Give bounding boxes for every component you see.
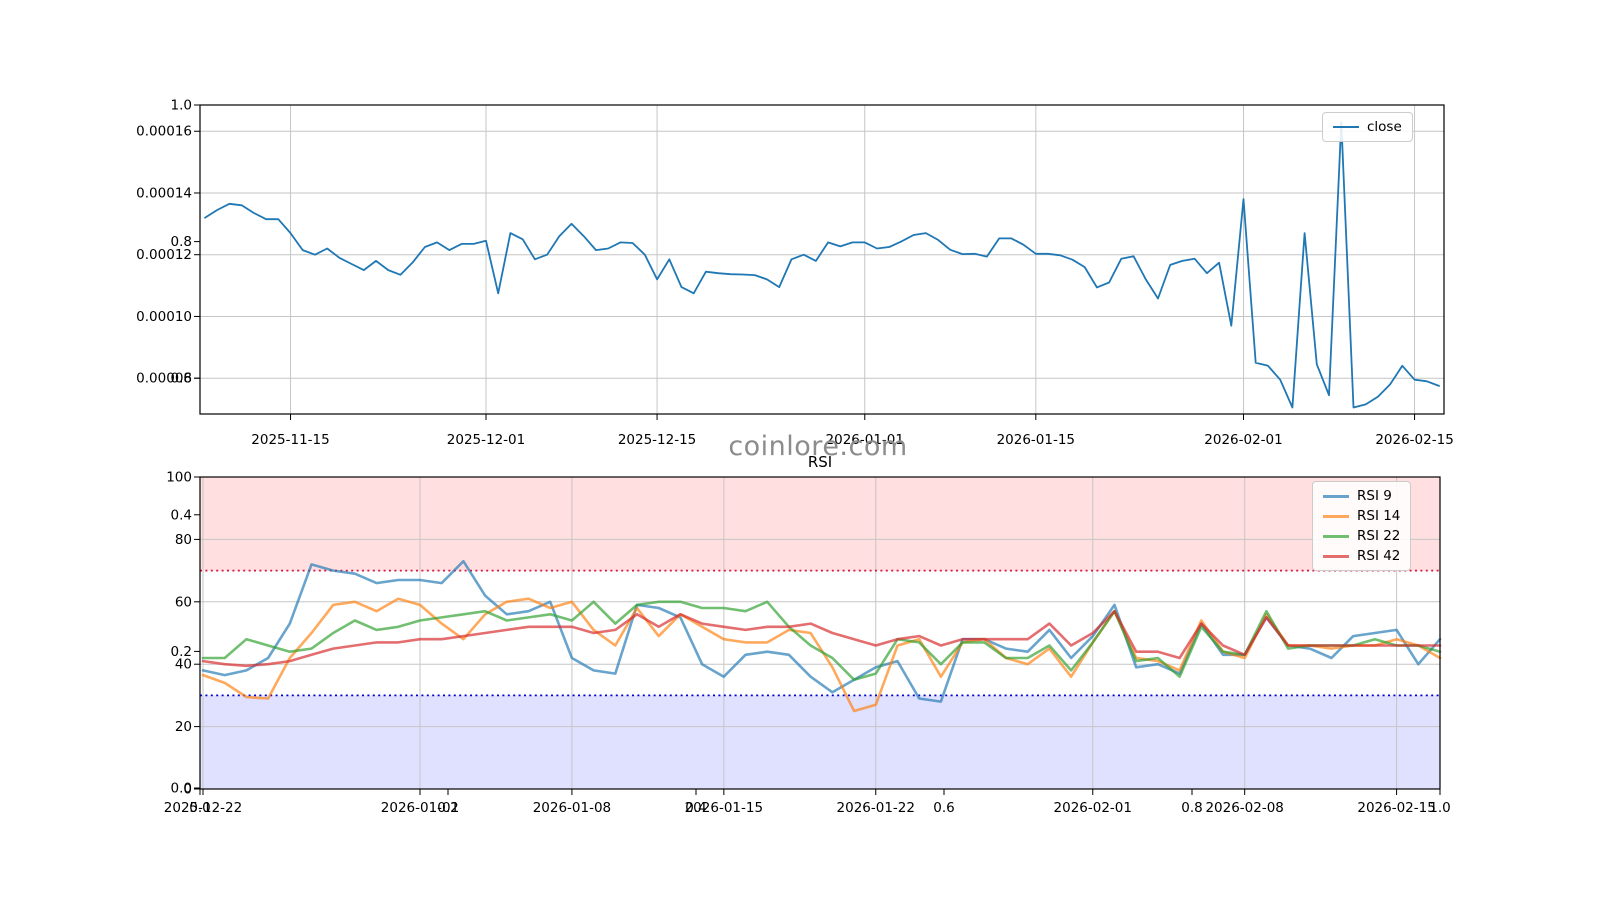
rsi-9-swatch	[1323, 494, 1349, 498]
svg-text:2026-01-15: 2026-01-15	[997, 432, 1075, 448]
svg-text:60: 60	[175, 594, 192, 610]
close-line-swatch	[1333, 125, 1359, 129]
svg-text:100: 100	[166, 470, 192, 486]
legend-label-close: close	[1367, 119, 1402, 135]
svg-text:2026-01-08: 2026-01-08	[533, 800, 611, 816]
price-chart-legend: close	[1322, 112, 1413, 142]
svg-text:20: 20	[175, 719, 192, 735]
svg-text:0: 0	[183, 782, 192, 798]
svg-text:2025-11-15: 2025-11-15	[251, 432, 329, 448]
svg-text:0.00008: 0.00008	[136, 371, 192, 387]
svg-text:0.00012: 0.00012	[136, 247, 192, 263]
svg-text:2026-02-15: 2026-02-15	[1357, 800, 1435, 816]
svg-text:2026-01-01: 2026-01-01	[826, 432, 904, 448]
rsi-14-line	[201, 597, 1442, 713]
svg-text:0.4: 0.4	[685, 800, 706, 816]
svg-text:0.8: 0.8	[171, 234, 192, 250]
svg-text:1.0: 1.0	[1429, 800, 1450, 816]
rsi-tick-marks	[194, 476, 1398, 795]
rsi-42-swatch	[1323, 554, 1349, 558]
svg-text:0.00010: 0.00010	[136, 309, 192, 325]
svg-text:2026-02-01: 2026-02-01	[1204, 432, 1282, 448]
price-tick-marks	[194, 130, 1416, 420]
svg-text:0.00014: 0.00014	[136, 185, 192, 201]
svg-text:0.00016: 0.00016	[136, 124, 192, 140]
legend-entry-close: close	[1333, 117, 1402, 137]
rsi-22-line	[201, 600, 1442, 682]
price-y-tick-labels: 0.00016 0.00014 0.00012 0.00010 0.00008	[136, 124, 192, 387]
svg-text:0.6: 0.6	[933, 800, 954, 816]
svg-text:2025-12-01: 2025-12-01	[447, 432, 525, 448]
legend-label-rsi-14: RSI 14	[1357, 508, 1401, 524]
legend-label-rsi-22: RSI 22	[1357, 528, 1401, 544]
hidden-axis: 1.0 0.8 0.6 0.4 0.2 0.0 0.0 0.2 0.4 0.6 0.8 1.0	[171, 98, 1451, 817]
svg-text:2026-02-15: 2026-02-15	[1375, 432, 1453, 448]
svg-text:2025-12-15: 2025-12-15	[618, 432, 696, 448]
hidden-axis-y-labels: 1.0 0.8 0.6 0.4 0.2 0.0	[171, 98, 192, 797]
svg-text:40: 40	[175, 657, 192, 673]
svg-text:0.8: 0.8	[1181, 800, 1202, 816]
rsi-plot: 2025-12-22 2026-01-01 2026-01-08 2026-01-15…	[164, 470, 1442, 816]
rsi-14-swatch	[1323, 514, 1349, 518]
rsi-oversold-band	[200, 695, 1440, 789]
svg-text:80: 80	[175, 532, 192, 548]
legend-entry-rsi-9: RSI 9	[1323, 486, 1400, 506]
svg-text:0.0: 0.0	[171, 781, 192, 797]
svg-text:2026-01-15: 2026-01-15	[685, 800, 763, 816]
rsi-22-swatch	[1323, 534, 1349, 538]
rsi-42-line	[201, 609, 1442, 668]
svg-text:0.4: 0.4	[171, 507, 192, 523]
svg-text:0.2: 0.2	[171, 644, 192, 660]
rsi-axes-frame	[199, 476, 1441, 790]
svg-text:2026-01-01: 2026-01-01	[381, 800, 459, 816]
svg-text:0.0: 0.0	[189, 800, 210, 816]
close-line	[204, 121, 1440, 409]
price-x-tick-labels: 2025-11-15 2025-12-01 2025-12-15 2026-01-01…	[251, 432, 1454, 448]
rsi-x-tick-labels: 2025-12-22 2026-01-01 2026-01-08 2026-01-15…	[164, 800, 1436, 816]
rsi-chart-legend: RSI 9 RSI 14 RSI 22 RSI 42	[1312, 481, 1412, 571]
hidden-axis-x-labels: 0.0 0.2 0.4 0.6 0.8 1.0	[189, 800, 1450, 816]
rsi-9-line	[201, 559, 1442, 703]
svg-text:2026-02-01: 2026-02-01	[1054, 800, 1132, 816]
rsi-y-tick-labels: 0 20 40 60 80 100	[166, 470, 192, 798]
svg-text:2026-02-08: 2026-02-08	[1205, 800, 1283, 816]
legend-entry-rsi-14: RSI 14	[1323, 506, 1400, 526]
svg-text:1.0: 1.0	[171, 98, 192, 114]
price-grid	[200, 105, 1444, 414]
price-plot: 2025-11-15 2025-12-01 2025-12-15 2026-01-01…	[136, 104, 1454, 448]
rsi-overbought-band	[200, 477, 1440, 571]
rsi-chart-title: RSI	[807, 453, 833, 471]
hidden-axis-tick-marks	[194, 104, 1441, 795]
svg-text:0.6: 0.6	[171, 371, 192, 387]
svg-text:2026-01-22: 2026-01-22	[837, 800, 915, 816]
legend-label-rsi-42: RSI 42	[1357, 548, 1401, 564]
legend-label-rsi-9: RSI 9	[1357, 488, 1392, 504]
price-axes-frame	[199, 104, 1445, 415]
legend-entry-rsi-42: RSI 42	[1323, 546, 1400, 566]
svg-text:2025-12-22: 2025-12-22	[164, 800, 242, 816]
legend-entry-rsi-22: RSI 22	[1323, 526, 1400, 546]
svg-text:0.2: 0.2	[437, 800, 458, 816]
watermark: coinlore.com	[728, 431, 908, 462]
